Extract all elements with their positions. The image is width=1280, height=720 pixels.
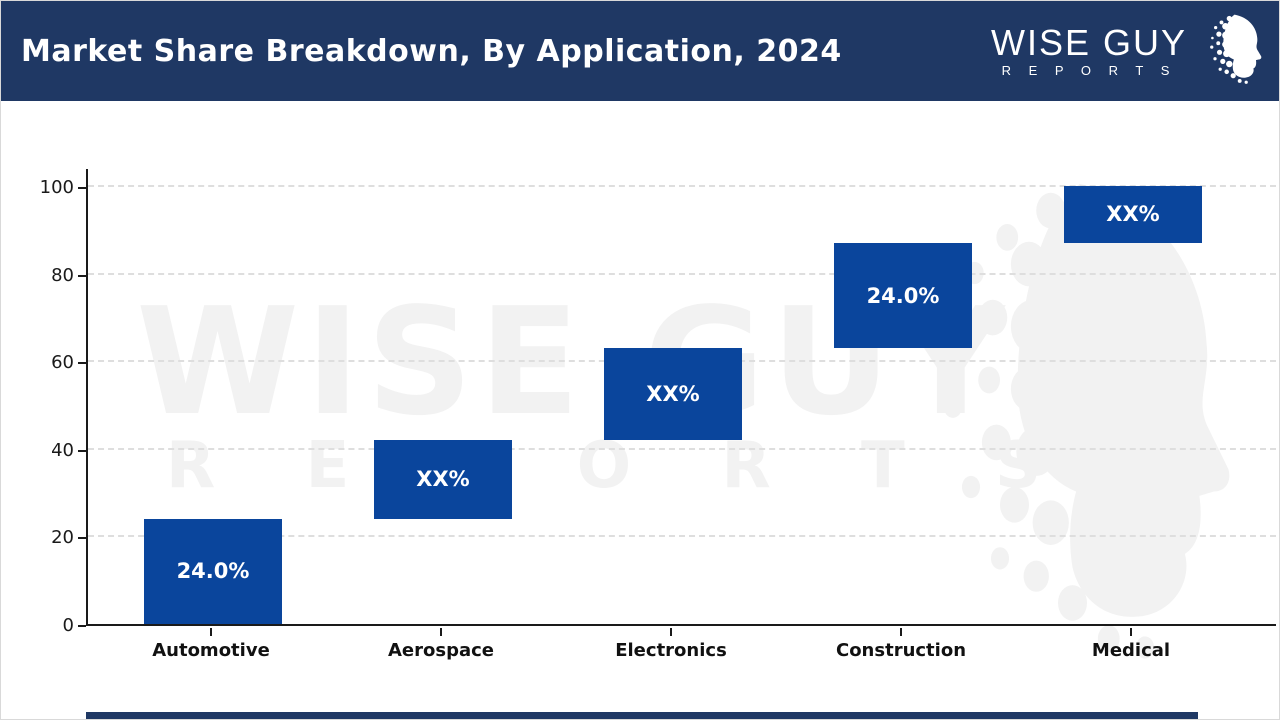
y-tick-mark bbox=[78, 187, 86, 189]
y-tick-mark bbox=[78, 449, 86, 452]
y-tick-label: 40 bbox=[51, 439, 74, 461]
x-tick-label: Electronics bbox=[615, 640, 727, 661]
y-tick-label: 20 bbox=[51, 527, 74, 549]
bar-medical: XX% bbox=[1064, 186, 1202, 243]
wiseguy-logo-text: WISE GUY R E P O R T S bbox=[990, 21, 1187, 79]
y-tick-mark bbox=[78, 537, 86, 540]
x-tick-label: Automotive bbox=[152, 640, 270, 661]
grid-line bbox=[88, 535, 1276, 538]
x-tick-label: Medical bbox=[1091, 640, 1171, 661]
x-tick-mark bbox=[1130, 628, 1132, 636]
plot-area: 24.0% XX% XX% 24.0% XX% bbox=[86, 169, 1276, 626]
logo-brand-sub: R E P O R T S bbox=[1001, 63, 1177, 79]
bar-electronics: XX% bbox=[604, 348, 742, 441]
y-tick-mark bbox=[78, 362, 86, 365]
bar-value-label: 24.0% bbox=[176, 559, 250, 584]
y-tick-label: 80 bbox=[51, 264, 74, 286]
y-tick-label: 0 bbox=[62, 615, 74, 636]
x-tick-mark bbox=[440, 628, 442, 636]
footer-bar bbox=[86, 712, 1198, 719]
bar-aerospace: XX% bbox=[374, 440, 512, 519]
y-tick-mark bbox=[78, 625, 86, 627]
x-tick-label: Aerospace bbox=[387, 640, 494, 661]
grid-line bbox=[88, 185, 1276, 187]
logo-brand-name: WISE GUY bbox=[990, 21, 1187, 63]
x-tick-mark bbox=[670, 628, 672, 636]
bar-value-label: XX% bbox=[1106, 202, 1160, 227]
grid-line bbox=[88, 272, 1276, 275]
bar-value-label: 24.0% bbox=[866, 283, 940, 308]
y-tick-label: 100 bbox=[39, 177, 74, 198]
grid-line bbox=[88, 447, 1276, 450]
x-tick-mark bbox=[210, 628, 212, 636]
y-tick-mark bbox=[78, 274, 86, 277]
bar-value-label: XX% bbox=[416, 467, 470, 492]
wiseguy-face-icon bbox=[1210, 14, 1262, 84]
x-tick-mark bbox=[900, 628, 902, 636]
x-tick-label: Construction bbox=[835, 640, 967, 661]
y-tick-label: 60 bbox=[51, 352, 74, 374]
bar-value-label: XX% bbox=[646, 382, 700, 407]
wiseguy-logo: WISE GUY R E P O R T S bbox=[991, 9, 1267, 93]
header: Market Share Breakdown, By Application, … bbox=[1, 1, 1279, 101]
bar-automotive: 24.0% bbox=[144, 518, 282, 624]
page-title: Market Share Breakdown, By Application, … bbox=[21, 33, 842, 69]
bar-construction: 24.0% bbox=[834, 242, 972, 349]
